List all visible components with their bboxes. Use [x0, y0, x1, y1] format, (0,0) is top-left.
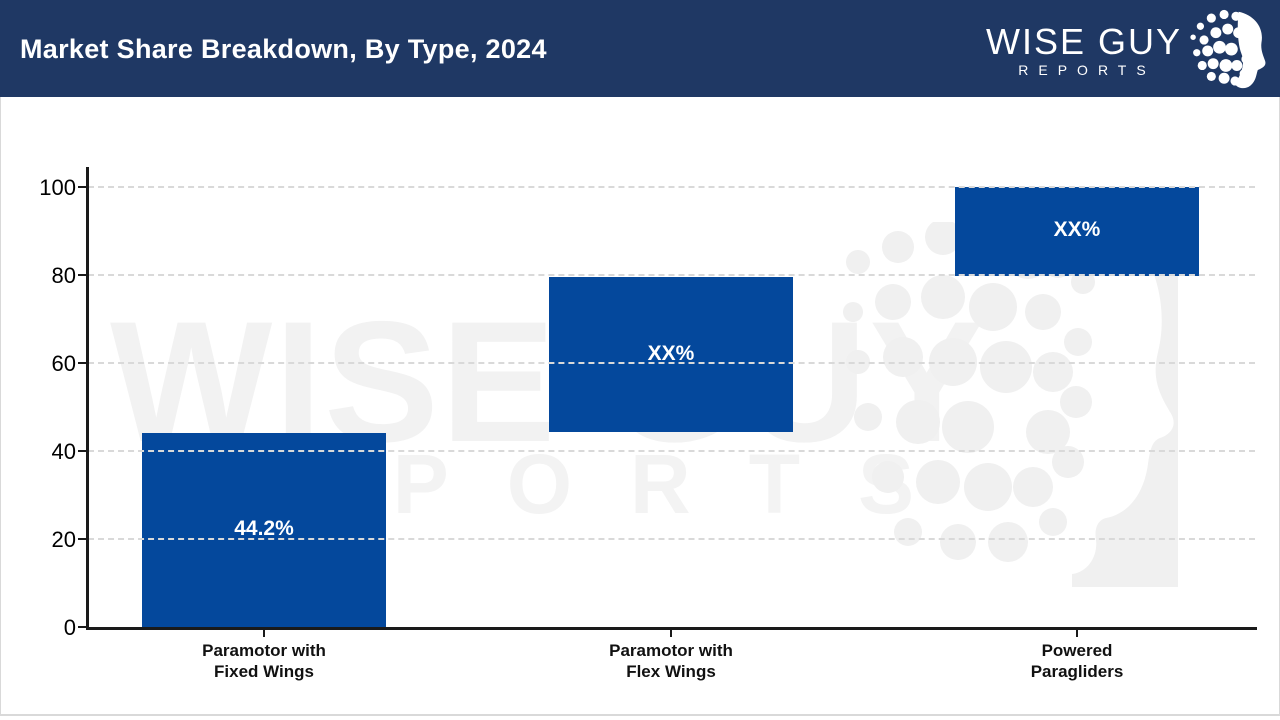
bar-value-label: XX%	[1053, 218, 1101, 242]
wise-guy-reports-logo: WISE GUY REPORTS	[986, 8, 1266, 92]
bar-segment	[955, 187, 1199, 276]
y-tick-label: 80	[51, 263, 76, 288]
x-tick-mark	[1076, 629, 1078, 637]
y-gridline	[88, 450, 1255, 452]
y-tick-label: 60	[51, 351, 76, 376]
bar-segment	[142, 432, 386, 627]
y-axis-spine	[86, 167, 89, 630]
y-gridline	[88, 538, 1255, 540]
x-tick-mark	[263, 629, 265, 637]
category-label-line1: Paramotor with	[202, 641, 326, 660]
page-title: Market Share Breakdown, By Type, 2024	[20, 34, 547, 64]
x-axis-spine	[86, 627, 1257, 630]
category-label-line1: Paramotor with	[609, 641, 733, 660]
bar-value-label: 44.2%	[234, 516, 294, 540]
x-tick-mark	[670, 629, 672, 637]
category-label: Paramotor with Fixed Wings	[114, 640, 414, 682]
y-gridline	[88, 274, 1255, 276]
logo-subtitle-text: REPORTS	[1018, 61, 1156, 78]
y-tick-label: 40	[51, 439, 76, 464]
logo-face-icon	[1190, 9, 1266, 89]
header-bar: Market Share Breakdown, By Type, 2024 WI…	[0, 0, 1280, 97]
y-tick-label: 0	[63, 615, 76, 640]
y-tick-mark	[78, 538, 87, 540]
y-gridline	[88, 186, 1255, 188]
category-label: Powered Paragliders	[927, 640, 1227, 682]
y-tick-mark	[78, 450, 87, 452]
bar-value-label: XX%	[647, 341, 695, 365]
y-tick-mark	[78, 362, 87, 364]
bar-segment	[549, 277, 793, 433]
category-label-line2: Paragliders	[1030, 662, 1124, 681]
category-label-line2: Fixed Wings	[214, 662, 314, 681]
page-border-left	[0, 97, 1, 716]
category-label-line2: Flex Wings	[626, 662, 716, 681]
page-border-bottom	[0, 714, 1280, 716]
category-label-line1: Powered	[1041, 641, 1113, 660]
logo-title-text: WISE GUY	[985, 20, 1182, 62]
y-tick-label: 20	[51, 527, 76, 552]
y-gridline	[88, 362, 1255, 364]
y-tick-mark	[78, 626, 87, 628]
y-tick-mark	[78, 186, 87, 188]
y-tick-mark	[78, 274, 87, 276]
watermark-face-icon	[843, 222, 1178, 587]
logo-wordmark: WISE GUY REPORTS	[985, 20, 1182, 78]
y-tick-label: 100	[39, 175, 76, 200]
category-label: Paramotor with Flex Wings	[521, 640, 821, 682]
